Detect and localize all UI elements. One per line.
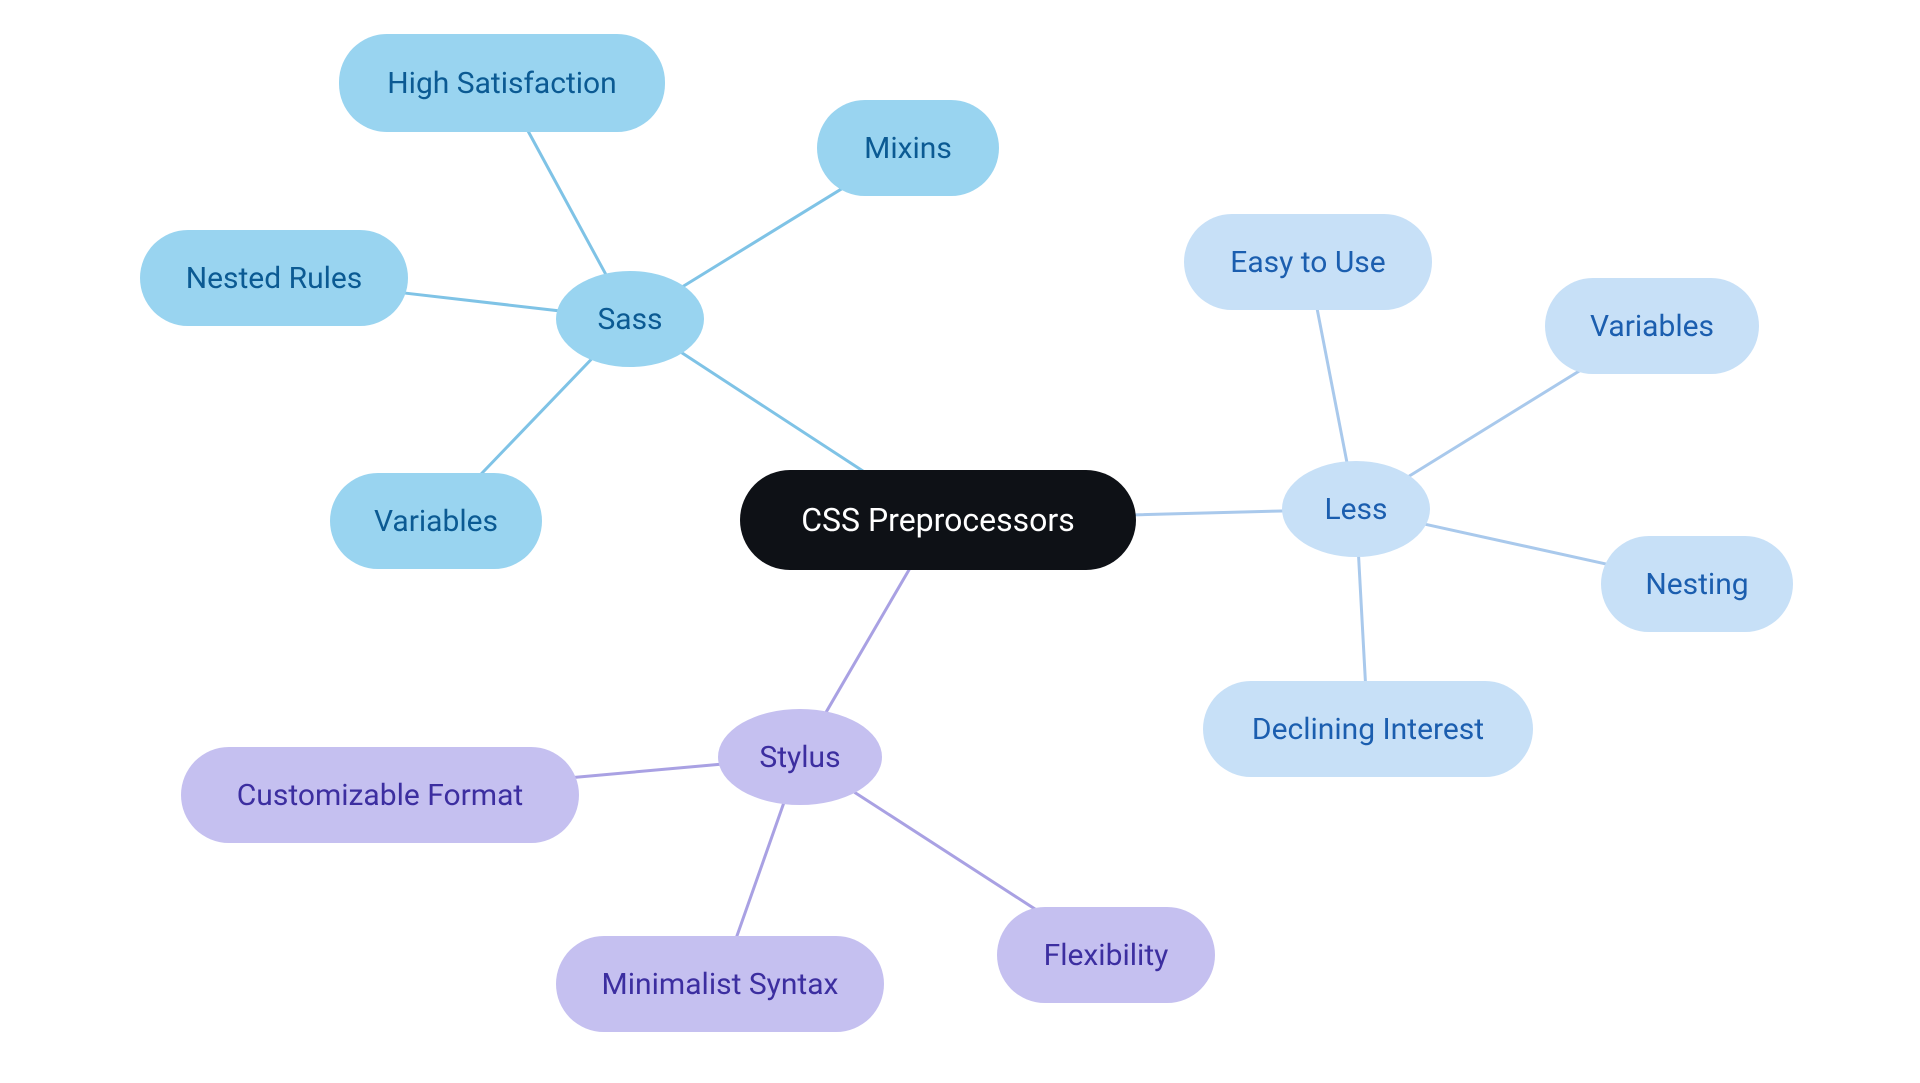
node-sass4: Variables: [330, 473, 542, 569]
node-sty2: Minimalist Syntax: [556, 936, 884, 1032]
edge-sass-sass1: [528, 131, 605, 273]
node-less3: Nesting: [1601, 536, 1793, 632]
edge-less-less2: [1410, 365, 1590, 476]
edge-stylus-sty2: [737, 804, 784, 936]
node-label: Minimalist Syntax: [602, 967, 839, 1002]
edge-root-sass: [682, 353, 866, 473]
node-label: Easy to Use: [1230, 245, 1385, 280]
edge-sass-sass2: [684, 184, 849, 286]
node-label: High Satisfaction: [387, 66, 616, 101]
node-label: Nested Rules: [186, 261, 363, 296]
node-sass1: High Satisfaction: [339, 34, 665, 132]
mindmap-canvas: CSS Preprocessors Sass High Satisfaction Mi…: [0, 0, 1920, 1083]
edge-stylus-sty1: [566, 764, 719, 778]
node-label: CSS Preprocessors: [801, 501, 1075, 539]
node-label: Customizable Format: [237, 778, 523, 813]
node-sty1: Customizable Format: [181, 747, 579, 843]
node-label: Mixins: [864, 131, 952, 166]
node-less1: Easy to Use: [1184, 214, 1432, 310]
node-stylus: Stylus: [718, 709, 882, 805]
node-label: Sass: [597, 302, 662, 337]
node-label: Less: [1324, 492, 1387, 527]
edge-root-stylus: [826, 569, 909, 711]
node-less2: Variables: [1545, 278, 1759, 374]
node-label: Variables: [1590, 309, 1714, 344]
edge-stylus-sty3: [855, 793, 1045, 916]
edge-less-less4: [1359, 557, 1366, 681]
node-label: Nesting: [1645, 567, 1748, 602]
node-less: Less: [1282, 461, 1430, 557]
node-label: Flexibility: [1044, 938, 1169, 973]
edge-sass-sass3: [402, 293, 558, 311]
node-label: Variables: [374, 504, 498, 539]
node-root: CSS Preprocessors: [740, 470, 1136, 570]
node-sass2: Mixins: [817, 100, 999, 196]
node-less4: Declining Interest: [1203, 681, 1533, 777]
edge-root-less: [1135, 511, 1282, 515]
edge-less-less3: [1426, 524, 1609, 564]
node-sass3: Nested Rules: [140, 230, 408, 326]
edge-sass-sass4: [478, 360, 591, 477]
edge-less-less1: [1317, 310, 1346, 462]
node-sty3: Flexibility: [997, 907, 1215, 1003]
node-sass: Sass: [556, 271, 704, 367]
node-label: Stylus: [759, 740, 840, 775]
node-label: Declining Interest: [1252, 712, 1484, 747]
